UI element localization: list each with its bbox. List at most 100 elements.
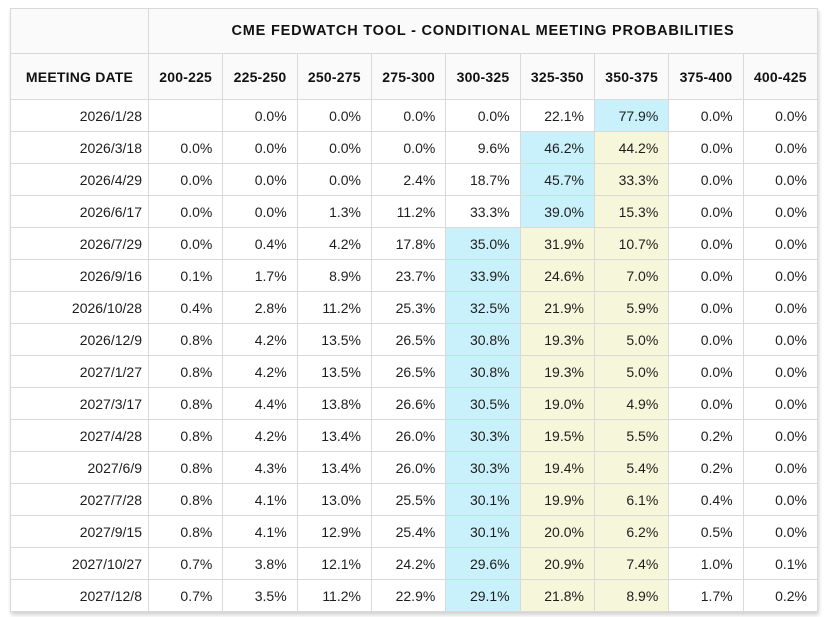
- probability-cell: 17.8%: [370, 227, 447, 260]
- probability-cell: 0.0%: [147, 163, 224, 196]
- probability-cell: 0.0%: [742, 419, 819, 452]
- conditional-meeting-probabilities-table: CME FEDWATCH TOOL - CONDITIONAL MEETING …: [10, 8, 819, 612]
- table-row: 2026/7/29 0.0% 0.4% 4.2% 17.8% 35.0% 31.9% 10.7…: [10, 227, 819, 260]
- probability-cell: 0.0%: [296, 131, 372, 164]
- meeting-date-cell: 2026/4/29: [10, 163, 149, 196]
- probability-cell: 32.5%: [445, 291, 521, 324]
- table-row: 2027/9/15 0.8% 4.1% 12.9% 25.4% 30.1% 20.0% 6.2…: [10, 515, 819, 548]
- probability-cell: 31.9%: [519, 227, 595, 260]
- meeting-date-cell: 2026/7/29: [10, 227, 149, 260]
- table-row: 2026/9/16 0.1% 1.7% 8.9% 23.7% 33.9% 24.6% 7.0%…: [10, 259, 819, 292]
- probability-cell: 0.8%: [147, 515, 224, 548]
- probability-cell: 12.1%: [296, 547, 372, 580]
- probability-cell: 0.0%: [668, 99, 744, 132]
- probability-cell: 30.3%: [445, 419, 521, 452]
- probability-cell: 19.0%: [519, 387, 595, 420]
- probability-cell: 0.0%: [147, 131, 224, 164]
- probability-cell: 0.1%: [742, 547, 819, 580]
- table-title-row: CME FEDWATCH TOOL - CONDITIONAL MEETING …: [10, 8, 818, 54]
- probability-cell: 22.9%: [370, 579, 447, 612]
- probability-cell: [147, 99, 224, 132]
- probability-cell: 1.0%: [668, 547, 744, 580]
- table-row: 2027/1/27 0.8% 4.2% 13.5% 26.5% 30.8% 19.3% 5.0…: [10, 355, 819, 388]
- probability-cell: 7.4%: [593, 547, 670, 580]
- probability-cell: 13.4%: [296, 451, 372, 484]
- probability-cell: 0.0%: [445, 99, 521, 132]
- rate-range-header-350-375: 350-375: [593, 53, 670, 100]
- rate-range-header-400-425: 400-425: [742, 53, 819, 100]
- meeting-date-cell: 2026/1/28: [10, 99, 149, 132]
- probability-cell: 45.7%: [519, 163, 595, 196]
- probability-cell: 0.0%: [742, 99, 819, 132]
- probability-cell: 0.4%: [222, 227, 298, 260]
- table-row: 2026/12/9 0.8% 4.2% 13.5% 26.5% 30.8% 19.3% 5.0…: [10, 323, 819, 356]
- probability-cell: 5.4%: [593, 451, 670, 484]
- probability-cell: 13.0%: [296, 483, 372, 516]
- probability-cell: 22.1%: [519, 99, 595, 132]
- probability-cell: 33.3%: [593, 163, 670, 196]
- probability-cell: 30.8%: [445, 355, 521, 388]
- probability-cell: 5.9%: [593, 291, 670, 324]
- probability-cell: 0.8%: [147, 451, 224, 484]
- probability-cell: 13.8%: [296, 387, 372, 420]
- probability-cell: 0.0%: [222, 131, 298, 164]
- column-header-row: MEETING DATE 200-225 225-250 250-275 275-30…: [10, 53, 819, 100]
- probability-cell: 0.0%: [668, 163, 744, 196]
- rate-range-header-225-250: 225-250: [222, 53, 298, 100]
- probability-cell: 0.0%: [147, 195, 224, 228]
- probability-cell: 11.2%: [296, 579, 372, 612]
- probability-cell: 0.0%: [296, 99, 372, 132]
- probability-cell: 0.8%: [147, 483, 224, 516]
- table-row: 2027/12/8 0.7% 3.5% 11.2% 22.9% 29.1% 21.8% 8.9…: [10, 579, 819, 612]
- probability-cell: 0.0%: [668, 323, 744, 356]
- probability-cell: 0.0%: [296, 163, 372, 196]
- probability-cell: 25.3%: [370, 291, 447, 324]
- probability-cell: 33.9%: [445, 259, 521, 292]
- meeting-date-header: MEETING DATE: [10, 53, 149, 100]
- probability-cell: 11.2%: [370, 195, 447, 228]
- probability-cell: 0.0%: [222, 195, 298, 228]
- probability-cell: 0.0%: [742, 131, 819, 164]
- probability-cell: 4.1%: [222, 483, 298, 516]
- meeting-date-cell: 2027/4/28: [10, 419, 149, 452]
- probability-cell: 0.8%: [147, 419, 224, 452]
- table-row: 2027/7/28 0.8% 4.1% 13.0% 25.5% 30.1% 19.9% 6.1…: [10, 483, 819, 516]
- probability-cell: 12.9%: [296, 515, 372, 548]
- probability-cell: 1.7%: [668, 579, 744, 612]
- probability-cell: 25.5%: [370, 483, 447, 516]
- probability-cell: 0.0%: [668, 227, 744, 260]
- table-row: 2026/1/28 0.0% 0.0% 0.0% 0.0% 22.1% 77.9% 0.0% 0…: [10, 99, 819, 132]
- probability-cell: 0.0%: [668, 259, 744, 292]
- probability-cell: 30.1%: [445, 483, 521, 516]
- table-row: 2027/3/17 0.8% 4.4% 13.8% 26.6% 30.5% 19.0% 4.9…: [10, 387, 819, 420]
- probability-cell: 0.1%: [147, 259, 224, 292]
- probability-cell: 0.0%: [147, 227, 224, 260]
- probability-cell: 0.0%: [668, 355, 744, 388]
- probability-cell: 19.3%: [519, 323, 595, 356]
- probability-cell: 26.6%: [370, 387, 447, 420]
- probability-cell: 18.7%: [445, 163, 521, 196]
- rate-range-header-200-225: 200-225: [147, 53, 224, 100]
- probability-cell: 0.2%: [742, 579, 819, 612]
- probability-cell: 29.1%: [445, 579, 521, 612]
- probability-cell: 30.1%: [445, 515, 521, 548]
- probability-cell: 46.2%: [519, 131, 595, 164]
- probability-cell: 4.9%: [593, 387, 670, 420]
- probability-cell: 5.0%: [593, 355, 670, 388]
- probability-cell: 26.5%: [370, 355, 447, 388]
- rate-range-header-300-325: 300-325: [445, 53, 521, 100]
- table-row: 2027/4/28 0.8% 4.2% 13.4% 26.0% 30.3% 19.5% 5.5…: [10, 419, 819, 452]
- probability-cell: 0.0%: [668, 195, 744, 228]
- corner-cell: [10, 8, 149, 54]
- probability-cell: 19.9%: [519, 483, 595, 516]
- probability-cell: 0.0%: [668, 291, 744, 324]
- rate-range-header-325-350: 325-350: [519, 53, 595, 100]
- probability-cell: 0.2%: [668, 451, 744, 484]
- probability-cell: 4.3%: [222, 451, 298, 484]
- meeting-date-cell: 2026/3/18: [10, 131, 149, 164]
- page-title: CME FEDWATCH TOOL - CONDITIONAL MEETING …: [148, 8, 818, 54]
- probability-cell: 0.0%: [742, 291, 819, 324]
- probability-cell: 25.4%: [370, 515, 447, 548]
- probability-cell: 29.6%: [445, 547, 521, 580]
